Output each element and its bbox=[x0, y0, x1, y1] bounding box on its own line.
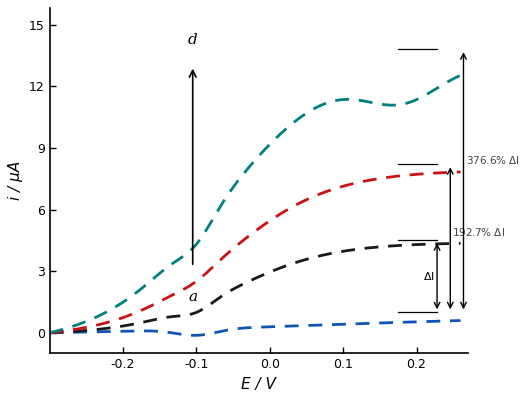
Text: $\Delta$I: $\Delta$I bbox=[423, 270, 435, 282]
Text: a: a bbox=[188, 290, 197, 304]
Text: 192.7% $\Delta$I: 192.7% $\Delta$I bbox=[452, 226, 505, 238]
Text: 376.6% $\Delta$I: 376.6% $\Delta$I bbox=[466, 154, 520, 166]
Y-axis label: i / μA: i / μA bbox=[8, 161, 23, 200]
Text: d: d bbox=[188, 33, 197, 47]
X-axis label: E / V: E / V bbox=[241, 377, 276, 392]
